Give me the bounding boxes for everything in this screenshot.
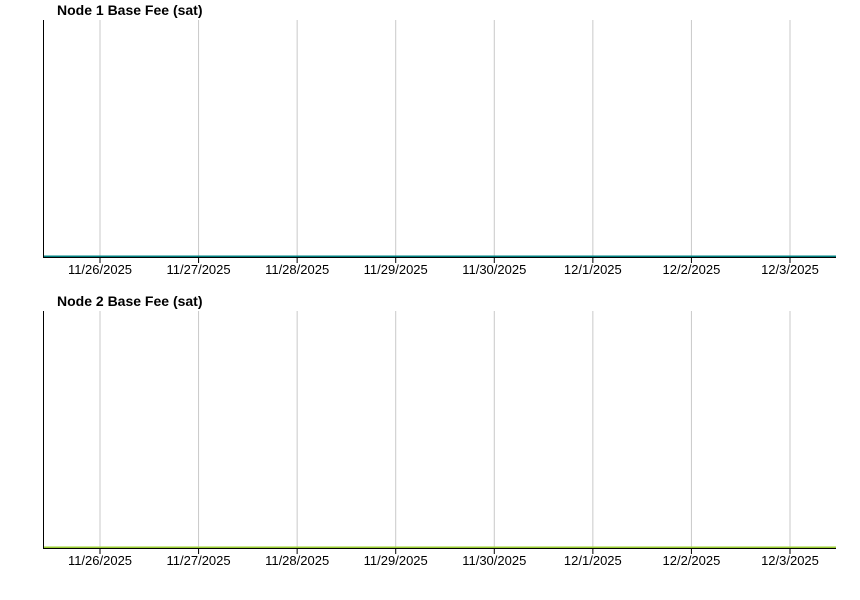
chart-title-node2: Node 2 Base Fee (sat) — [57, 293, 203, 309]
plot-area-node2: 11/26/2025 11/27/2025 11/28/2025 11/29/2025… — [43, 311, 836, 568]
x-axis-label: 11/28/2025 — [265, 553, 329, 568]
x-axis-label: 11/28/2025 — [265, 262, 329, 277]
plot-area-node1: 11/26/2025 11/27/2025 11/28/2025 11/29/2025… — [43, 20, 836, 277]
chart-title-node1: Node 1 Base Fee (sat) — [57, 2, 203, 18]
x-axis-label: 11/26/2025 — [68, 262, 132, 277]
x-axis-label: 12/3/2025 — [761, 553, 819, 568]
x-axis-label: 11/29/2025 — [364, 553, 428, 568]
x-axis-label: 12/2/2025 — [663, 262, 721, 277]
x-axis-label: 11/27/2025 — [167, 553, 231, 568]
x-axis-label: 12/2/2025 — [663, 553, 721, 568]
x-axis-label: 11/29/2025 — [364, 262, 428, 277]
x-axis-label: 12/3/2025 — [761, 262, 819, 277]
x-axis-label: 12/1/2025 — [564, 262, 622, 277]
x-axis-label: 11/30/2025 — [462, 553, 526, 568]
chart-block-node1: Node 1 Base Fee (sat) 11/26/2025 11/27/20… — [0, 0, 860, 284]
charts-page: Node 1 Base Fee (sat) 11/26/2025 11/27/20… — [0, 0, 860, 575]
x-axis-label: 11/27/2025 — [167, 262, 231, 277]
chart-block-node2: Node 2 Base Fee (sat) 11/26/2025 11/27/20… — [0, 291, 860, 575]
x-axis-label: 11/26/2025 — [68, 553, 132, 568]
x-axis-label: 11/30/2025 — [462, 262, 526, 277]
x-axis-label: 12/1/2025 — [564, 553, 622, 568]
